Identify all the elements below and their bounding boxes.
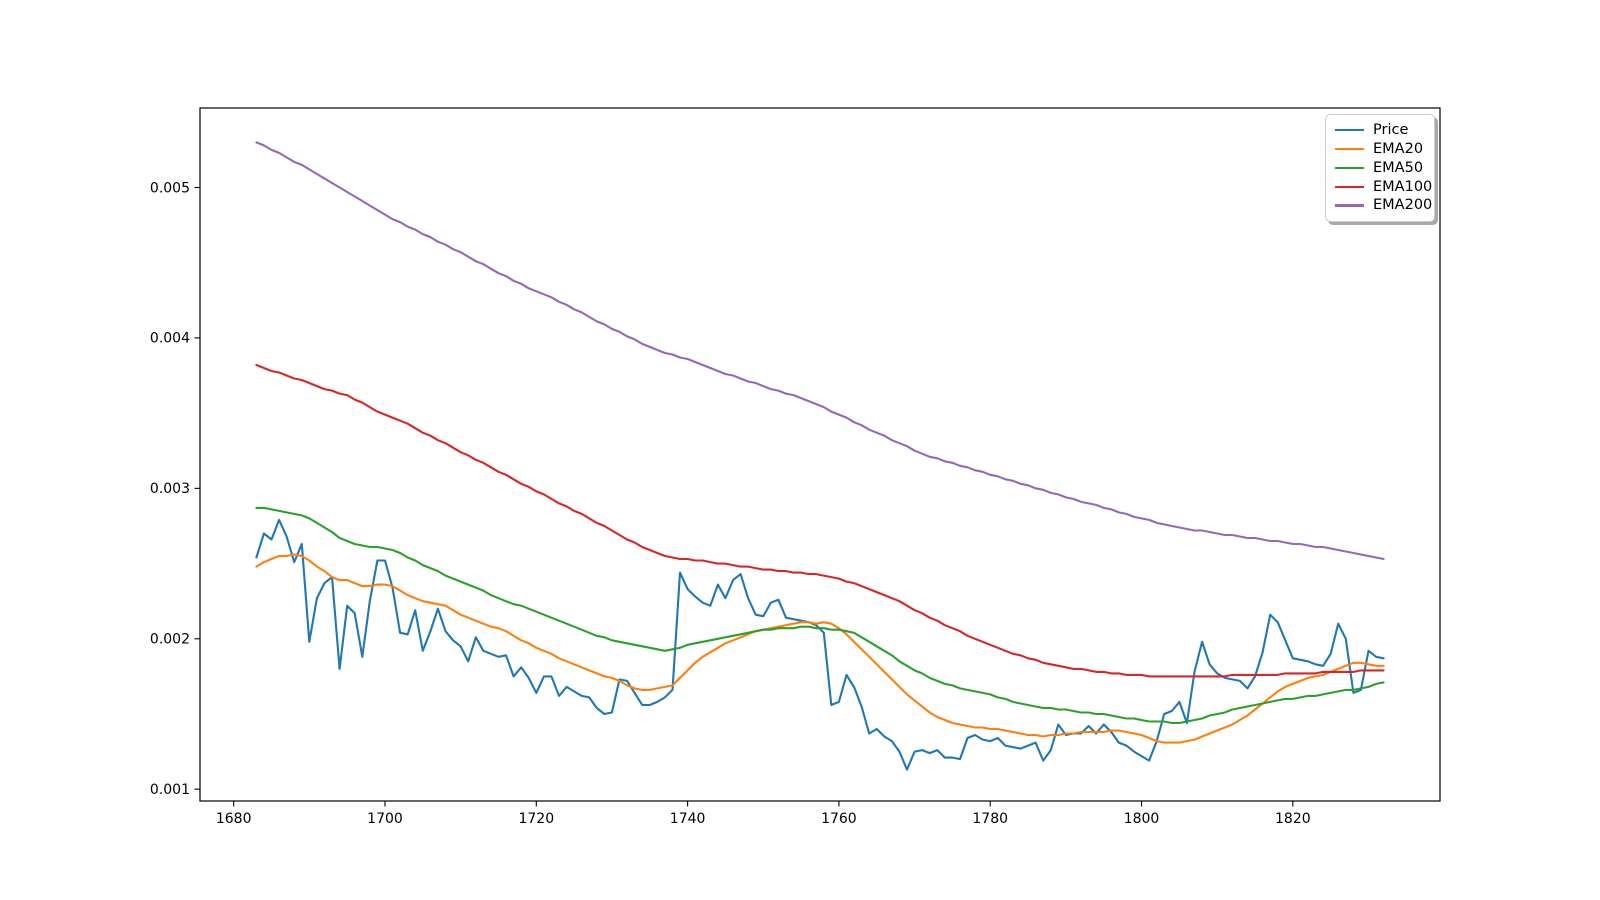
axis-ticks: 1680 1700 1720 1740 1760 1780 1800 1820 0.001 0.0… (150, 180, 1311, 827)
chart-series (255, 141, 1385, 771)
legend-item-ema20: EMA20 (1335, 140, 1428, 159)
axes-frame (199, 107, 1441, 802)
y-tick-label-0.005: 0.005 (150, 180, 190, 196)
x-tick-label-1800: 1800 (1124, 811, 1160, 827)
series-line-ema50 (255, 506, 1385, 725)
legend-item-ema200: EMA200 (1335, 196, 1432, 215)
legend-label-ema50: EMA50 (1373, 159, 1424, 176)
x-tick-label-1780: 1780 (972, 811, 1008, 827)
legend-item-price: Price (1335, 121, 1428, 140)
legend-label-ema100: EMA100 (1373, 178, 1433, 195)
y-tick-label-0.003: 0.003 (150, 481, 190, 497)
x-tick-label-1720: 1720 (518, 811, 554, 827)
y-tick-label-0.004: 0.004 (150, 331, 190, 347)
legend-swatch-ema100 (1335, 185, 1364, 188)
y-tick-label-0.001: 0.001 (150, 782, 190, 798)
legend-swatch-ema200 (1335, 204, 1364, 207)
legend-swatch-price (1335, 129, 1364, 132)
x-tick-label-1740: 1740 (670, 811, 706, 827)
legend-label-price: Price (1373, 122, 1409, 139)
series-line-ema20 (255, 553, 1385, 744)
legend-label-ema200: EMA200 (1373, 197, 1433, 214)
y-tick-label-0.002: 0.002 (150, 632, 190, 648)
legend: Price EMA20 EMA50 EMA100 EMA200 (1325, 114, 1435, 222)
x-tick-label-1820: 1820 (1275, 811, 1311, 827)
x-tick-label-1760: 1760 (821, 811, 857, 827)
legend-swatch-ema20 (1335, 148, 1364, 151)
legend-swatch-ema50 (1335, 166, 1364, 170)
series-line-ema100 (255, 363, 1385, 678)
x-tick-label-1680: 1680 (216, 811, 252, 827)
legend-label-ema20: EMA20 (1373, 140, 1424, 157)
legend-item-ema100: EMA100 (1335, 177, 1432, 196)
series-line-ema200 (255, 141, 1385, 561)
legend-item-ema50: EMA50 (1335, 159, 1428, 178)
x-tick-label-1700: 1700 (367, 811, 403, 827)
